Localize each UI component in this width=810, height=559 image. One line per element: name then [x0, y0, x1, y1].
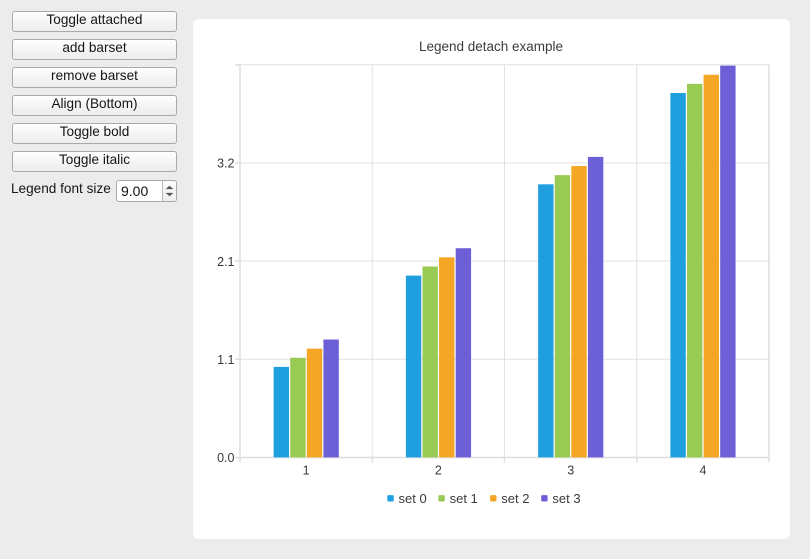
svg-text:1.1: 1.1: [217, 353, 234, 367]
svg-text:Legend detach example: Legend detach example: [419, 39, 563, 54]
svg-text:3.2: 3.2: [217, 157, 234, 171]
svg-text:4: 4: [700, 464, 707, 478]
svg-text:set 1: set 1: [450, 491, 478, 506]
svg-text:2: 2: [435, 464, 442, 478]
svg-text:3: 3: [567, 464, 574, 478]
svg-text:set 2: set 2: [501, 491, 529, 506]
svg-text:1: 1: [303, 464, 310, 478]
svg-text:set 0: set 0: [399, 491, 427, 506]
svg-text:0.0: 0.0: [217, 451, 234, 465]
svg-text:2.1: 2.1: [217, 255, 234, 269]
svg-text:set 3: set 3: [552, 491, 580, 506]
